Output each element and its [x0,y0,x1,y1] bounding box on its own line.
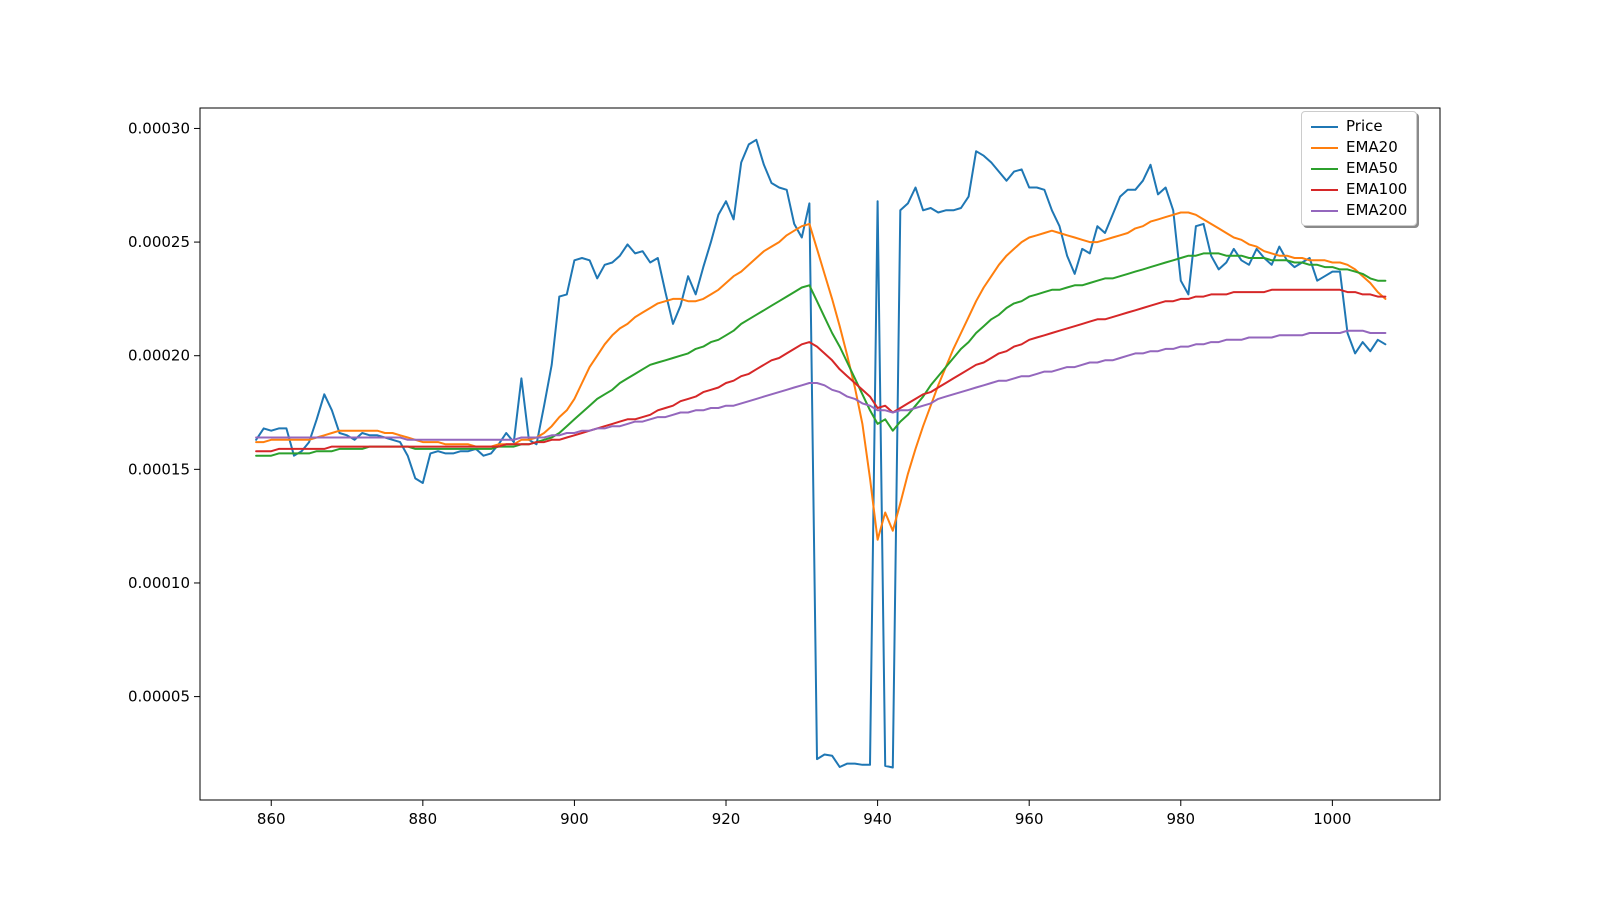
x-tick-label: 940 [863,810,892,828]
legend-label-ema200: EMA200 [1346,201,1408,219]
legend-label-ema50: EMA50 [1346,159,1398,177]
series-line-ema20 [255,211,1387,541]
y-tick-label: 0.00025 [128,233,190,251]
series-line-ema200 [255,329,1387,441]
y-tick-label: 0.00010 [128,574,190,592]
x-tick-label: 960 [1015,810,1044,828]
legend-label-ema20: EMA20 [1346,138,1398,156]
plot-border [199,107,1441,801]
y-tick-label: 0.00005 [128,688,190,706]
legend-label-ema100: EMA100 [1346,180,1408,198]
legend-swatch-ema50-line [1311,167,1338,170]
legend-swatch-ema200-line [1311,209,1338,212]
legend-item-ema20: EMA20 [1311,137,1407,158]
x-tick-label: 860 [257,810,286,828]
x-tick-label: 980 [1166,810,1195,828]
legend-item-ema200: EMA200 [1311,200,1407,221]
series-line-ema50 [255,252,1387,457]
x-tick-label: 920 [712,810,741,828]
x-tick-label: 880 [409,810,438,828]
legend-item-ema100: EMA100 [1311,179,1407,200]
series-line-price [255,138,1387,769]
legend: Price EMA20 EMA50 EMA100 EMA200 [1301,111,1418,226]
y-tick-label: 0.00030 [128,119,190,137]
x-tick-label: 900 [560,810,589,828]
legend-swatch-price-line [1311,125,1338,128]
y-tick-label: 0.00015 [128,460,190,478]
legend-item-price: Price [1311,116,1407,137]
legend-swatch-ema100-line [1311,188,1338,191]
y-tick-label: 0.00020 [128,347,190,365]
legend-swatch-ema20-line [1311,146,1338,149]
legend-label-price: Price [1346,117,1383,135]
legend-item-ema50: EMA50 [1311,158,1407,179]
x-tick-label: 1000 [1313,810,1351,828]
series-line-ema100 [255,288,1387,453]
